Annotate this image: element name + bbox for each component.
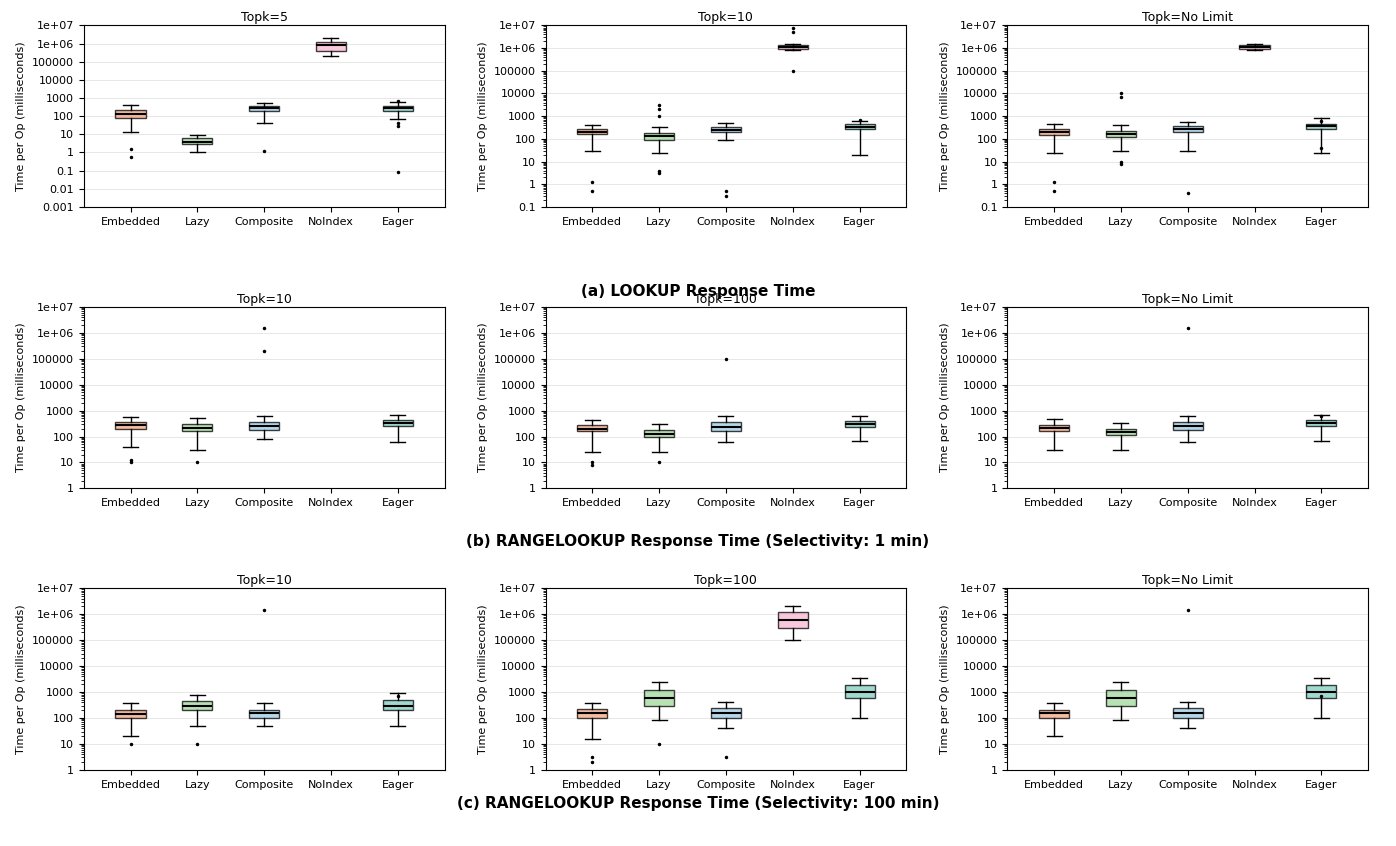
PathPatch shape bbox=[1307, 685, 1336, 698]
Title: Topk=10: Topk=10 bbox=[237, 293, 292, 305]
PathPatch shape bbox=[1039, 710, 1069, 718]
Y-axis label: Time per Op (milliseconds): Time per Op (milliseconds) bbox=[940, 41, 951, 191]
PathPatch shape bbox=[383, 420, 413, 426]
PathPatch shape bbox=[778, 613, 808, 628]
PathPatch shape bbox=[1106, 690, 1136, 706]
PathPatch shape bbox=[248, 710, 279, 718]
Y-axis label: Time per Op (milliseconds): Time per Op (milliseconds) bbox=[479, 604, 489, 754]
Y-axis label: Time per Op (milliseconds): Time per Op (milliseconds) bbox=[479, 323, 489, 472]
Title: Topk=100: Topk=100 bbox=[694, 293, 758, 305]
PathPatch shape bbox=[183, 701, 212, 710]
Title: Topk=No Limit: Topk=No Limit bbox=[1142, 293, 1233, 305]
Y-axis label: Time per Op (milliseconds): Time per Op (milliseconds) bbox=[17, 41, 27, 191]
Title: Topk=100: Topk=100 bbox=[694, 574, 758, 587]
Title: Topk=No Limit: Topk=No Limit bbox=[1142, 11, 1233, 25]
PathPatch shape bbox=[778, 46, 808, 49]
PathPatch shape bbox=[711, 127, 741, 132]
PathPatch shape bbox=[183, 139, 212, 144]
Y-axis label: Time per Op (milliseconds): Time per Op (milliseconds) bbox=[479, 41, 489, 191]
PathPatch shape bbox=[711, 422, 741, 431]
PathPatch shape bbox=[1106, 429, 1136, 436]
PathPatch shape bbox=[1173, 708, 1203, 718]
PathPatch shape bbox=[1173, 422, 1203, 430]
PathPatch shape bbox=[383, 700, 413, 710]
Title: Topk=10: Topk=10 bbox=[698, 11, 754, 25]
PathPatch shape bbox=[183, 424, 212, 431]
PathPatch shape bbox=[845, 685, 874, 698]
PathPatch shape bbox=[578, 426, 607, 431]
PathPatch shape bbox=[383, 107, 413, 111]
PathPatch shape bbox=[248, 422, 279, 430]
PathPatch shape bbox=[845, 421, 874, 426]
Text: (c) RANGELOOKUP Response Time (Selectivity: 100 min): (c) RANGELOOKUP Response Time (Selectivi… bbox=[456, 796, 940, 811]
PathPatch shape bbox=[1039, 129, 1069, 135]
PathPatch shape bbox=[711, 707, 741, 718]
PathPatch shape bbox=[1106, 131, 1136, 137]
Title: Topk=5: Topk=5 bbox=[240, 11, 288, 25]
Y-axis label: Time per Op (milliseconds): Time per Op (milliseconds) bbox=[17, 604, 27, 754]
PathPatch shape bbox=[845, 124, 874, 129]
PathPatch shape bbox=[1307, 420, 1336, 426]
Text: (a) LOOKUP Response Time: (a) LOOKUP Response Time bbox=[581, 284, 815, 299]
PathPatch shape bbox=[248, 106, 279, 111]
PathPatch shape bbox=[116, 710, 145, 718]
PathPatch shape bbox=[1039, 425, 1069, 431]
PathPatch shape bbox=[644, 690, 674, 706]
PathPatch shape bbox=[644, 430, 674, 437]
PathPatch shape bbox=[578, 129, 607, 135]
PathPatch shape bbox=[1307, 124, 1336, 129]
PathPatch shape bbox=[644, 133, 674, 140]
PathPatch shape bbox=[315, 42, 346, 51]
PathPatch shape bbox=[116, 110, 145, 118]
Title: Topk=10: Topk=10 bbox=[237, 574, 292, 587]
Title: Topk=No Limit: Topk=No Limit bbox=[1142, 574, 1233, 587]
Y-axis label: Time per Op (milliseconds): Time per Op (milliseconds) bbox=[940, 604, 951, 754]
PathPatch shape bbox=[578, 709, 607, 718]
Text: (b) RANGELOOKUP Response Time (Selectivity: 1 min): (b) RANGELOOKUP Response Time (Selectivi… bbox=[466, 534, 930, 549]
PathPatch shape bbox=[1173, 126, 1203, 132]
PathPatch shape bbox=[116, 422, 145, 429]
PathPatch shape bbox=[1240, 46, 1269, 49]
Y-axis label: Time per Op (milliseconds): Time per Op (milliseconds) bbox=[17, 323, 27, 472]
Y-axis label: Time per Op (milliseconds): Time per Op (milliseconds) bbox=[940, 323, 951, 472]
